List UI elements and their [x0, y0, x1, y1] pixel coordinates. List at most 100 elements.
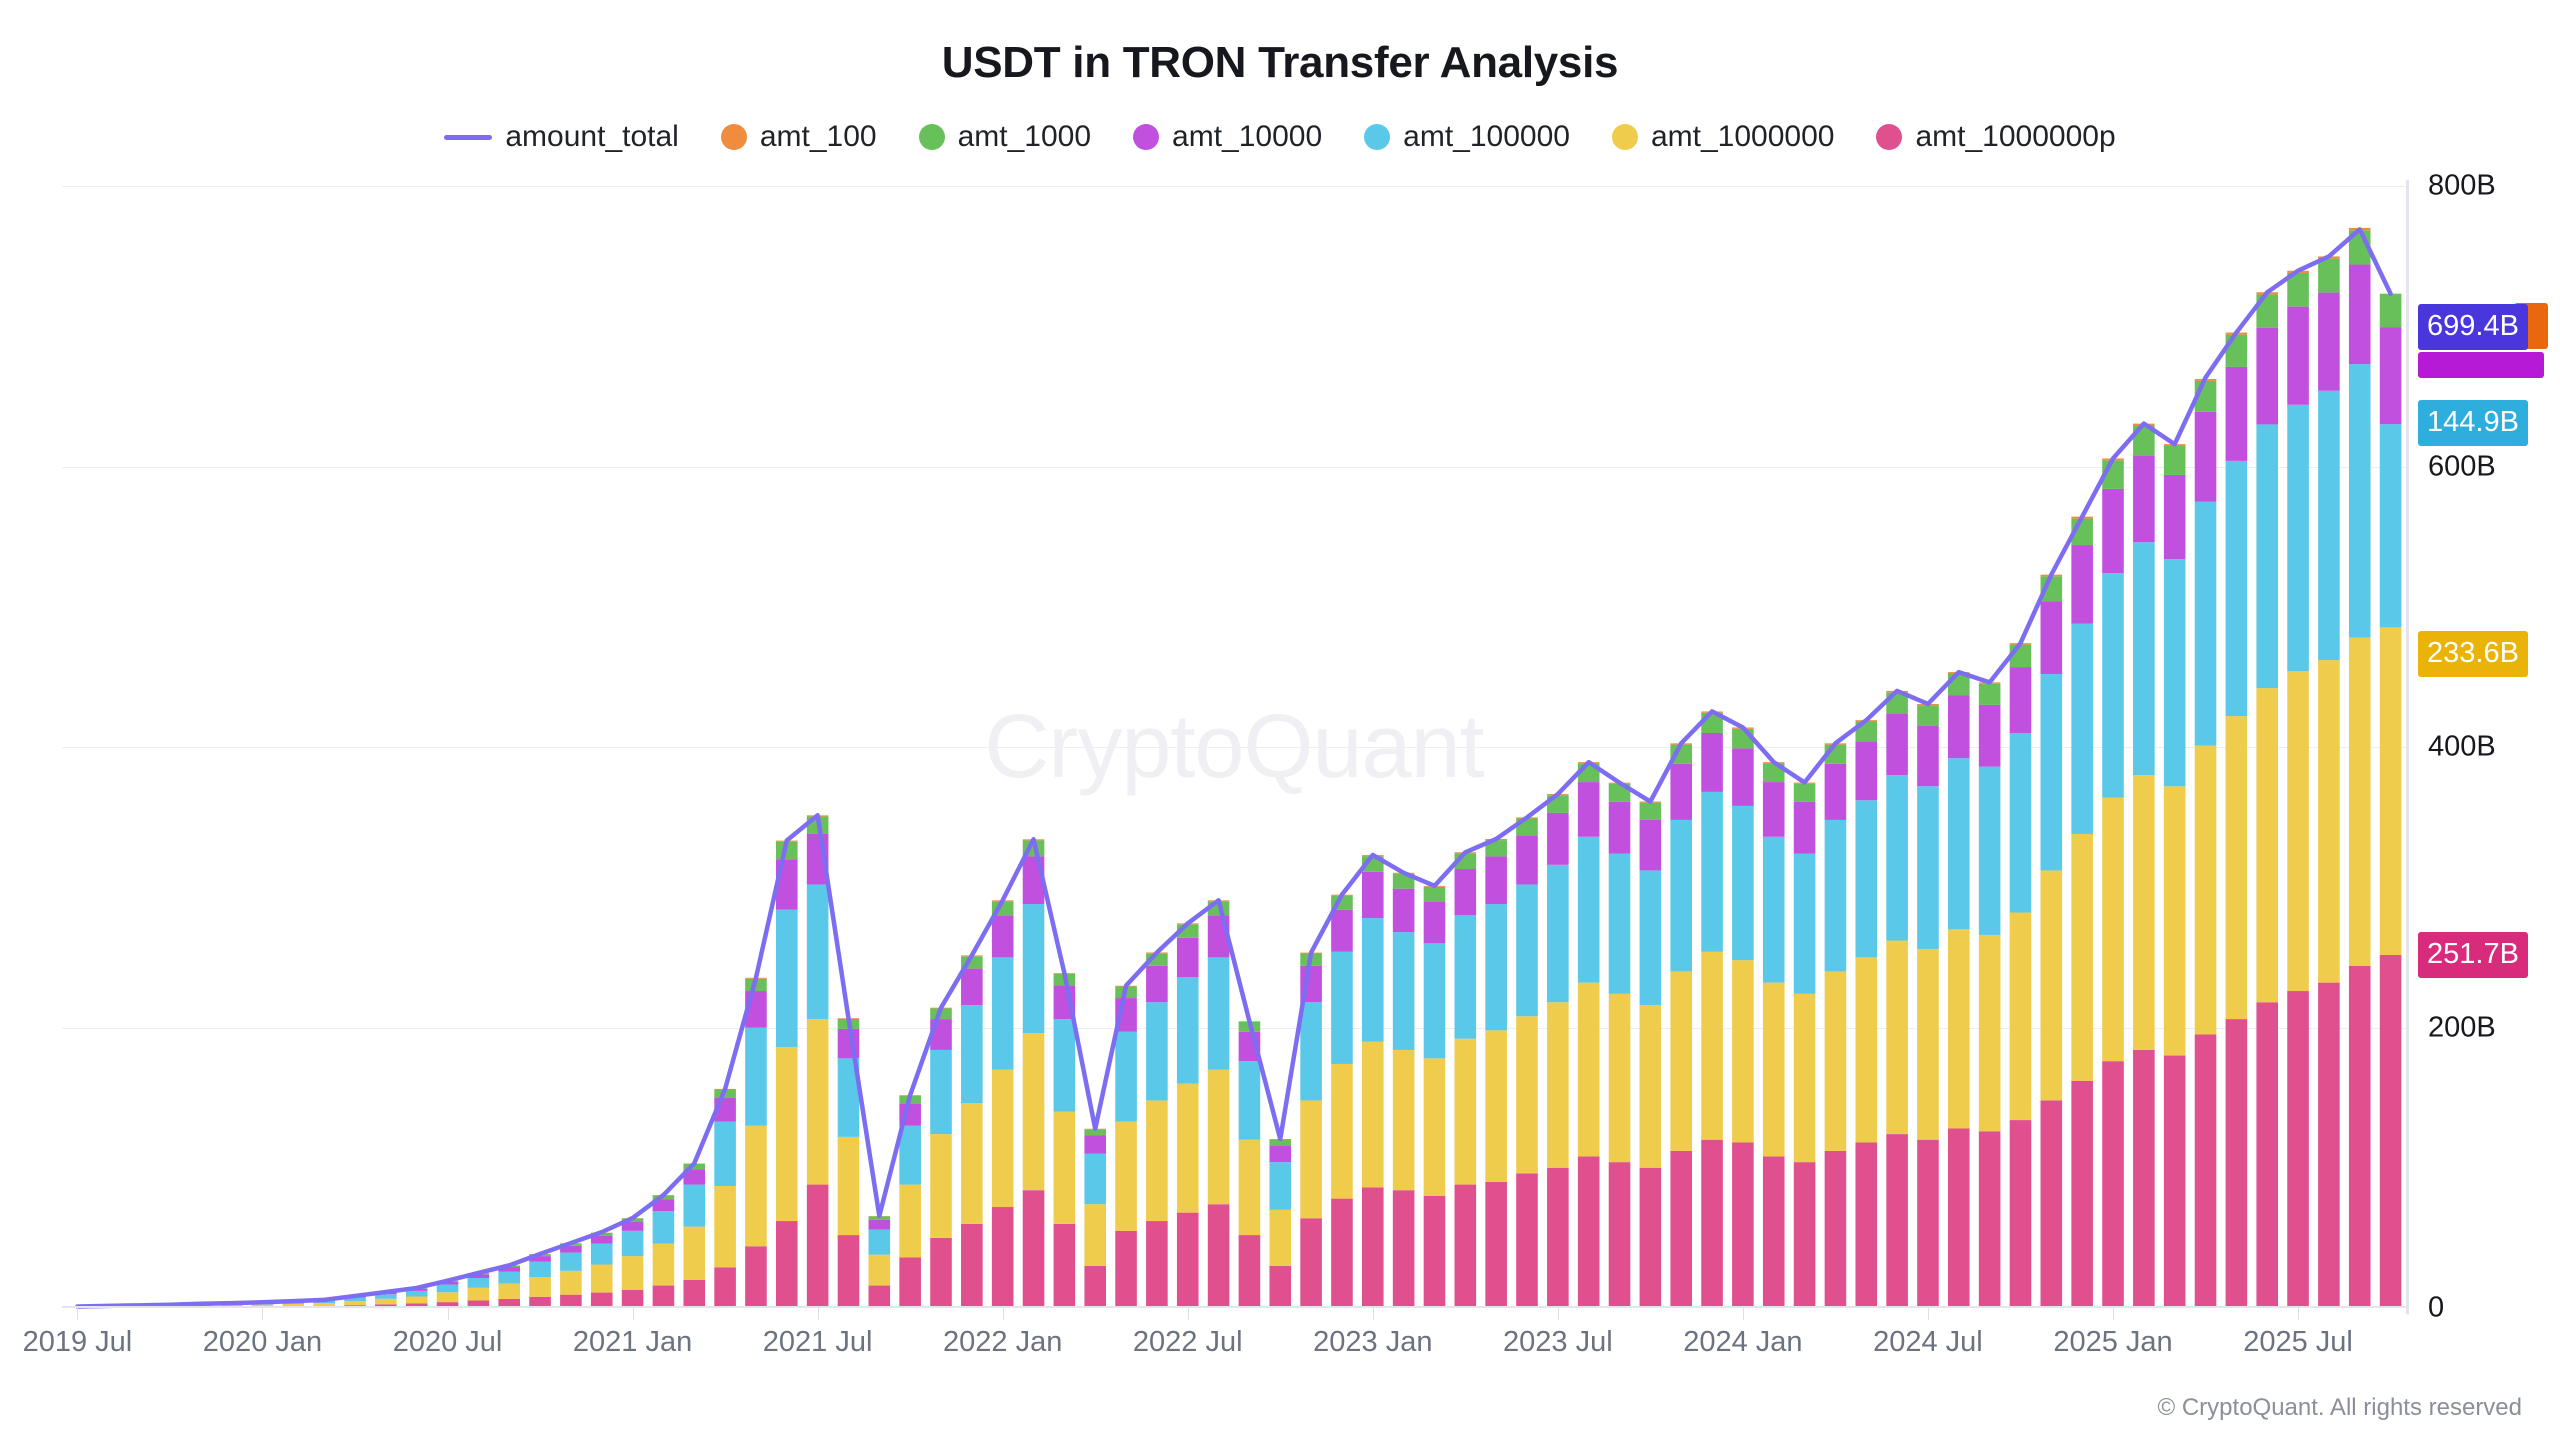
bar-segment-amt-1000000p[interactable] [899, 1257, 921, 1308]
bar-segment-amt-1000000[interactable] [2102, 797, 2124, 1062]
bar-segment-amt-1000000p[interactable] [991, 1207, 1014, 1308]
bar-stack[interactable] [868, 1216, 891, 1308]
bar-segment-amt-1000000p[interactable] [2256, 1002, 2279, 1308]
bar-segment-amt-1000000p[interactable] [1886, 1134, 1908, 1308]
bar-segment-amt-1000000p[interactable] [2348, 965, 2371, 1308]
bar-segment-amt-10000[interactable] [1423, 901, 1446, 944]
bar-stack[interactable] [1115, 985, 1137, 1308]
bar-segment-amt-1000000[interactable] [220, 1305, 243, 1307]
bar-segment-amt-100000[interactable] [1701, 791, 1723, 952]
bar-segment-amt-1000000p[interactable] [1361, 1187, 1384, 1308]
bar-segment-amt-1000[interactable] [2379, 293, 2402, 328]
bar-stack[interactable] [1978, 682, 2001, 1308]
bar-segment-amt-1000000[interactable] [2379, 627, 2402, 955]
legend-item-amt-100[interactable]: amt_100 [720, 120, 877, 154]
bar-segment-amt-1000000p[interactable] [1207, 1204, 1230, 1308]
bar-segment-amt-10000[interactable] [1886, 713, 1908, 776]
legend-item-amt-100000[interactable]: amt_100000 [1364, 120, 1570, 154]
bar-segment-amt-100000[interactable] [1331, 951, 1353, 1064]
bar-segment-amt-10000[interactable] [991, 915, 1014, 958]
bar-segment-amt-100000[interactable] [775, 909, 798, 1048]
bar-stack[interactable] [1423, 885, 1446, 1308]
bar-segment-amt-1000000[interactable] [930, 1134, 952, 1238]
bar-segment-amt-1000000[interactable] [2287, 671, 2309, 992]
bar-segment-amt-1000000[interactable] [2163, 786, 2186, 1056]
bar-segment-amt-1000[interactable] [2287, 272, 2309, 307]
bar-segment-amt-100000[interactable] [2379, 424, 2402, 628]
bar-segment-amt-100000[interactable] [1577, 836, 1600, 983]
bar-segment-amt-100000[interactable] [529, 1261, 551, 1278]
bar-segment-amt-1000000p[interactable] [1238, 1235, 1261, 1308]
bar-stack[interactable] [2287, 270, 2309, 1308]
bar-segment-amt-1000000[interactable] [868, 1254, 891, 1286]
bar-stack[interactable] [775, 840, 798, 1308]
bar-segment-amt-10000[interactable] [1485, 856, 1507, 905]
bar-segment-amt-1000000p[interactable] [590, 1292, 613, 1308]
bar-segment-amt-100000[interactable] [2040, 674, 2063, 871]
bar-stack[interactable] [1886, 690, 1908, 1308]
bar-segment-amt-1000000p[interactable] [1300, 1218, 1322, 1308]
bar-segment-amt-1000000p[interactable] [405, 1303, 428, 1308]
bar-segment-amt-10000[interactable] [1361, 871, 1384, 919]
bar-stack[interactable] [806, 815, 829, 1308]
bar-stack[interactable] [2318, 256, 2340, 1308]
bar-segment-amt-1000[interactable] [2163, 446, 2186, 475]
bar-segment-amt-1000000[interactable] [2133, 775, 2155, 1050]
bar-segment-amt-100000[interactable] [2318, 390, 2340, 661]
bar-segment-amt-1000000p[interactable] [1053, 1223, 1076, 1308]
bar-stack[interactable] [590, 1232, 613, 1308]
bar-segment-amt-100000[interactable] [683, 1184, 706, 1227]
bar-segment-amt-100000[interactable] [1886, 775, 1908, 941]
bar-segment-amt-1000000p[interactable] [745, 1246, 767, 1308]
bar-segment-amt-1000000p[interactable] [2163, 1055, 2186, 1308]
bar-segment-amt-1000000p[interactable] [2071, 1080, 2093, 1308]
bar-segment-amt-10000[interactable] [1269, 1145, 1292, 1163]
bar-stack[interactable] [683, 1163, 706, 1308]
bar-segment-amt-100000[interactable] [868, 1229, 891, 1255]
bar-segment-amt-1000000p[interactable] [2287, 991, 2309, 1308]
bar-segment-amt-10000[interactable] [1547, 812, 1569, 865]
bar-segment-amt-10000[interactable] [1331, 909, 1353, 952]
bar-segment-amt-1000000p[interactable] [498, 1298, 521, 1308]
bar-segment-amt-100000[interactable] [560, 1252, 582, 1271]
legend-item-amt-1000[interactable]: amt_1000 [918, 120, 1091, 154]
bar-stack[interactable] [498, 1265, 521, 1309]
bar-segment-amt-100000[interactable] [1917, 786, 1939, 949]
bar-segment-amt-1000[interactable] [1917, 705, 1939, 726]
bar-segment-amt-1000000[interactable] [621, 1256, 644, 1290]
bar-segment-amt-100000[interactable] [806, 884, 829, 1020]
bar-segment-amt-10000[interactable] [2318, 292, 2340, 391]
bar-segment-amt-1000000p[interactable] [1701, 1139, 1723, 1308]
bar-stack[interactable] [1269, 1139, 1292, 1308]
bar-segment-amt-10000[interactable] [2194, 411, 2217, 502]
bar-segment-amt-1000000[interactable] [1238, 1139, 1261, 1236]
bar-segment-amt-1000000[interactable] [837, 1136, 860, 1236]
bar-segment-amt-1000000[interactable] [1300, 1100, 1322, 1219]
bar-segment-amt-1000000[interactable] [1917, 948, 1939, 1140]
bar-segment-amt-10000[interactable] [1639, 819, 1662, 871]
bar-segment-amt-1000000[interactable] [1176, 1083, 1199, 1213]
amount-total-line[interactable] [75, 227, 2393, 1309]
bar-stack[interactable] [1485, 839, 1507, 1308]
bar-stack[interactable] [2102, 458, 2124, 1308]
bar-segment-amt-1000000p[interactable] [2318, 982, 2340, 1308]
bar-stack[interactable] [1331, 894, 1353, 1308]
bar-segment-amt-1000000p[interactable] [2040, 1100, 2063, 1308]
bar-segment-amt-100000[interactable] [899, 1125, 921, 1185]
bar-segment-amt-1000000p[interactable] [529, 1296, 551, 1308]
bar-segment-amt-10000[interactable] [1947, 695, 1970, 759]
bar-segment-amt-100000[interactable] [714, 1121, 736, 1186]
bar-segment-amt-1000000p[interactable] [1146, 1221, 1168, 1308]
bar-segment-amt-1000000[interactable] [436, 1292, 459, 1303]
bar-segment-amt-10000[interactable] [1577, 782, 1600, 837]
bar-stack[interactable] [1793, 782, 1816, 1308]
bar-segment-amt-100000[interactable] [375, 1294, 397, 1299]
bar-segment-amt-10000[interactable] [2009, 667, 2032, 733]
bar-stack[interactable] [2225, 332, 2248, 1308]
bar-segment-amt-1000000p[interactable] [1577, 1156, 1600, 1308]
bar-segment-amt-100000[interactable] [1978, 766, 2001, 935]
bar-stack[interactable] [930, 1007, 952, 1309]
bar-segment-amt-100000[interactable] [1732, 805, 1754, 961]
bar-segment-amt-100000[interactable] [2225, 460, 2248, 717]
bar-segment-amt-1000[interactable] [1423, 886, 1446, 902]
